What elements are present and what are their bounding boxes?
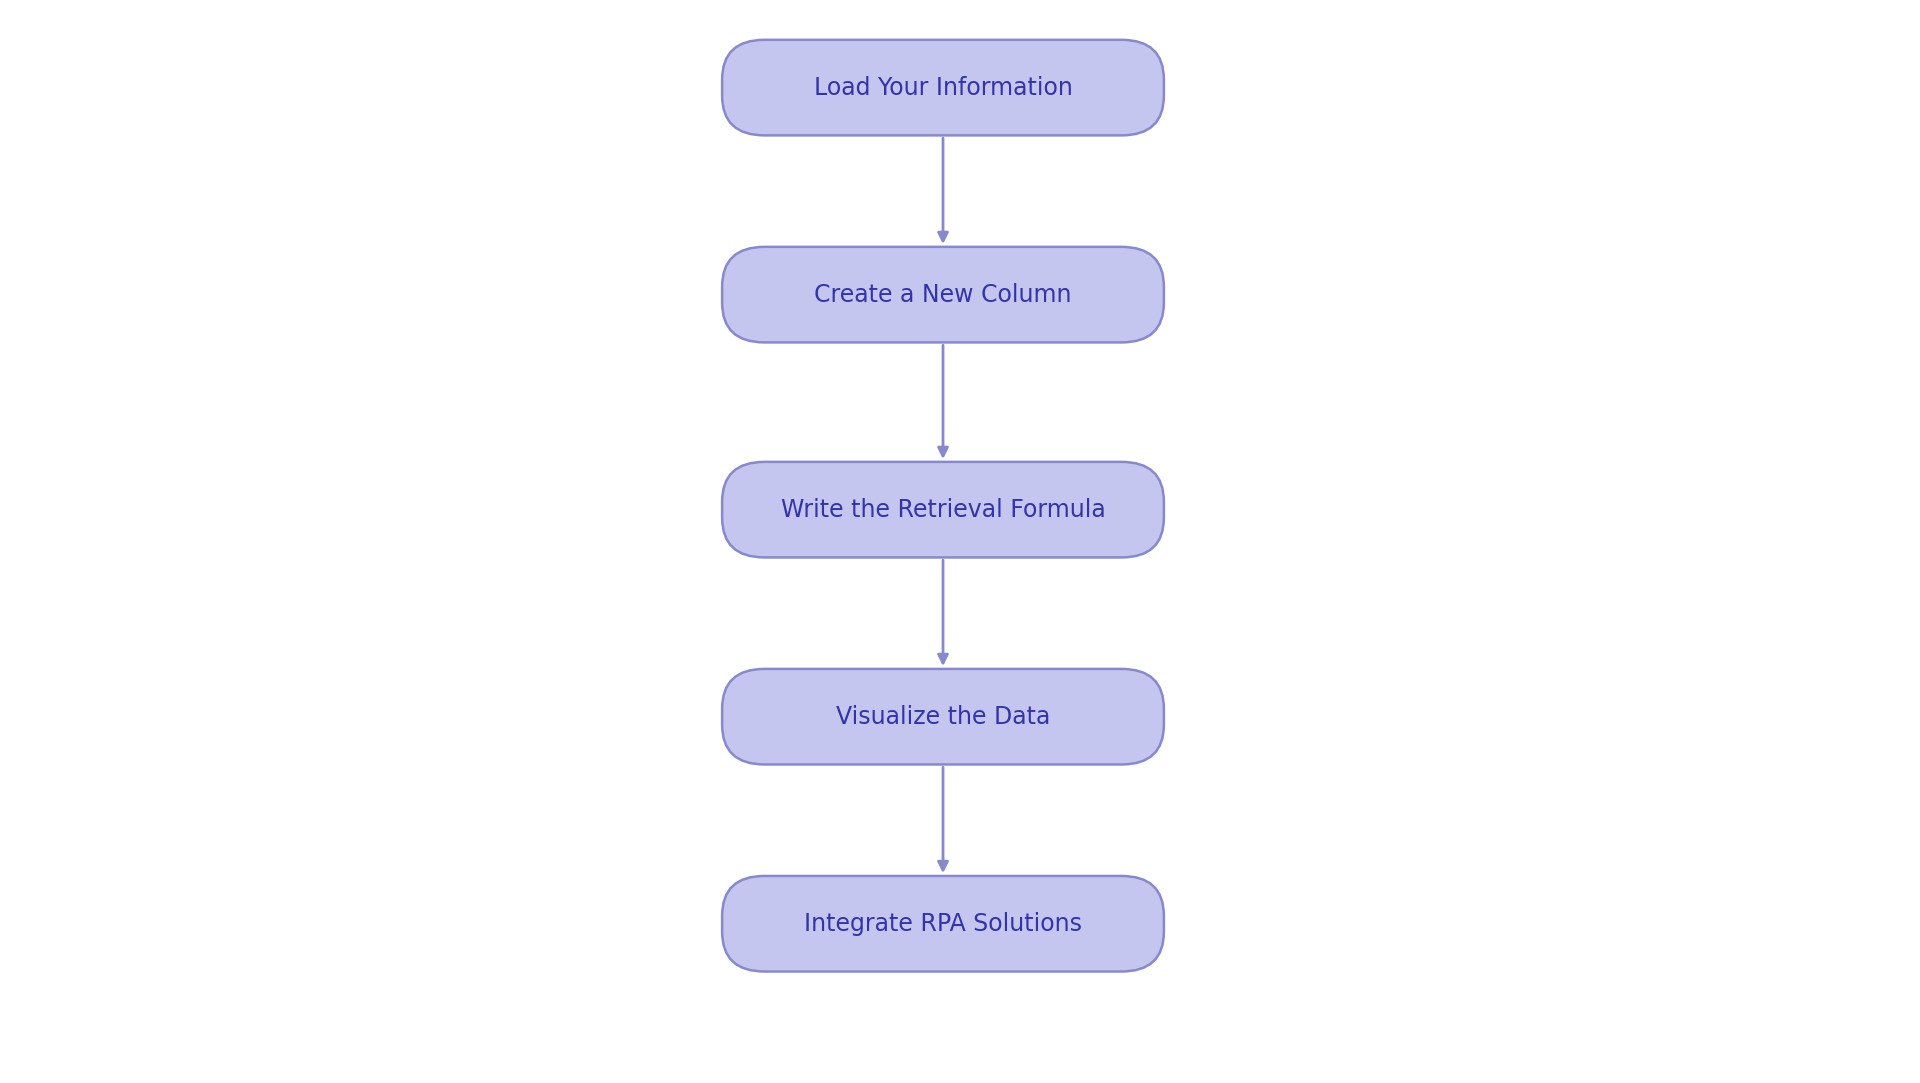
Text: Write the Retrieval Formula: Write the Retrieval Formula — [781, 498, 1106, 522]
FancyBboxPatch shape — [722, 40, 1164, 135]
FancyBboxPatch shape — [722, 876, 1164, 971]
FancyBboxPatch shape — [722, 247, 1164, 342]
FancyBboxPatch shape — [722, 669, 1164, 765]
FancyBboxPatch shape — [722, 461, 1164, 558]
Text: Load Your Information: Load Your Information — [814, 76, 1073, 100]
Text: Visualize the Data: Visualize the Data — [835, 705, 1050, 729]
Text: Create a New Column: Create a New Column — [814, 283, 1071, 306]
Text: Integrate RPA Solutions: Integrate RPA Solutions — [804, 912, 1083, 936]
